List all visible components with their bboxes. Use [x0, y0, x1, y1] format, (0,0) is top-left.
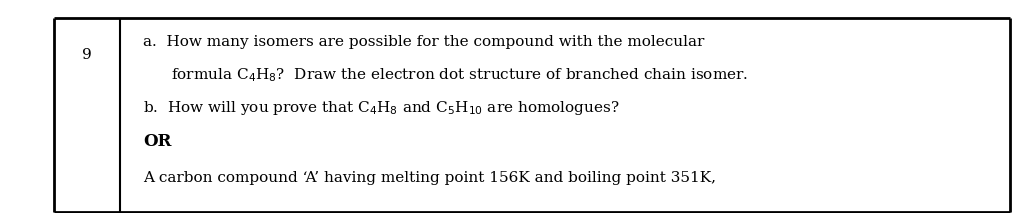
Text: 9: 9 — [82, 48, 92, 62]
Text: A carbon compound ‘A’ having melting point 156K and boiling point 351K,: A carbon compound ‘A’ having melting poi… — [143, 171, 716, 185]
Text: b.  How will you prove that C$_4$H$_8$ and C$_5$H$_{10}$ are homologues?: b. How will you prove that C$_4$H$_8$ an… — [143, 99, 620, 117]
Text: OR: OR — [143, 134, 171, 151]
Text: formula C$_4$H$_8$?  Draw the electron dot structure of branched chain isomer.: formula C$_4$H$_8$? Draw the electron do… — [171, 66, 749, 84]
Text: a.  How many isomers are possible for the compound with the molecular: a. How many isomers are possible for the… — [143, 35, 705, 49]
